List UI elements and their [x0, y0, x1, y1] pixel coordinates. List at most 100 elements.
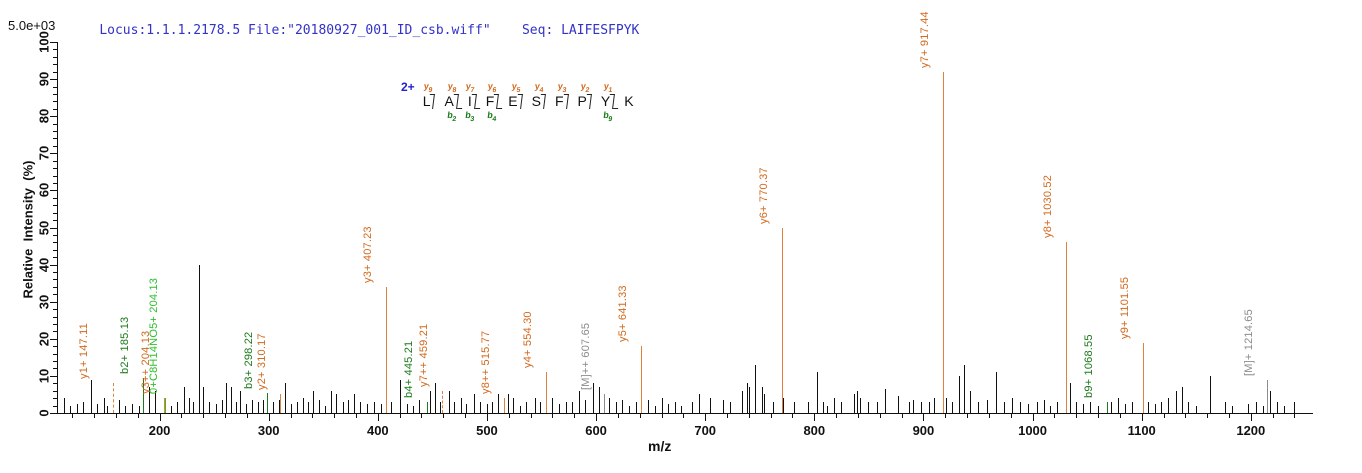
y-tick	[53, 249, 57, 251]
noise-peak	[198, 264, 200, 413]
noise-peak	[1270, 390, 1272, 413]
x-tick	[923, 414, 925, 421]
residue-letter: F	[554, 93, 564, 109]
ion-peak-label: y9+ 1101.55	[1119, 276, 1132, 339]
x-tick	[1228, 414, 1230, 418]
x-tick-label: 1000	[1018, 423, 1048, 438]
y-tick	[53, 405, 57, 407]
noise-peak	[273, 401, 275, 413]
y-tick-label: 30	[36, 294, 52, 309]
x-tick	[377, 414, 379, 421]
noise-peak	[480, 401, 482, 413]
ion-peak-label: b2+ 185.13	[119, 316, 132, 374]
ion-peak-line	[164, 398, 166, 413]
residue-letter: P	[577, 93, 587, 109]
noise-peak	[585, 400, 587, 413]
ion-peak-label: b3+ 298.22	[242, 331, 255, 389]
ion-peak-label: b4+ 445.21	[403, 340, 416, 398]
y-tick	[50, 413, 57, 414]
y-tick-label: 50	[36, 220, 52, 235]
ion-peak-line	[1266, 379, 1268, 413]
y-tick	[53, 398, 57, 400]
noise-peak	[189, 398, 190, 413]
y-ion-label: y2	[580, 80, 590, 94]
b-arm	[474, 107, 480, 109]
cleavage-mark: y1 b9	[603, 81, 623, 123]
noise-peak	[1082, 403, 1084, 413]
noise-peak	[742, 390, 744, 413]
x-tick-label: 900	[912, 423, 935, 438]
x-tick	[486, 414, 488, 421]
y-tick	[50, 42, 57, 43]
ion-peak-label: y1+ 147.11	[77, 323, 90, 380]
y-tick	[53, 353, 57, 355]
noise-peak	[1148, 401, 1150, 413]
noise-peak	[834, 398, 835, 413]
noise-peak	[434, 383, 436, 413]
x-tick	[399, 414, 401, 418]
cleavage-mark: y6 b4	[487, 81, 507, 123]
x-tick	[72, 414, 74, 418]
y-tick	[53, 197, 57, 199]
x-tick-label: 600	[585, 423, 607, 438]
ion-peak-label: y6+ 770.37	[758, 166, 770, 224]
x-tick	[705, 414, 707, 421]
residue-letter: I	[467, 93, 472, 109]
noise-peak	[138, 405, 140, 413]
x-tick	[945, 414, 947, 418]
noise-peak	[622, 400, 624, 413]
x-tick-label: 1200	[1236, 423, 1266, 438]
ion-peak-line	[385, 286, 387, 413]
ion-peak-line	[1107, 401, 1109, 413]
noise-peak	[1043, 400, 1045, 413]
ion-peak-line	[442, 390, 444, 413]
noise-peak	[257, 401, 259, 413]
noise-peak	[348, 400, 350, 413]
y-tick	[53, 361, 57, 363]
x-tick	[1163, 414, 1165, 418]
y-tick	[53, 71, 57, 73]
noise-peak	[1069, 383, 1071, 413]
y-tick	[50, 116, 57, 118]
x-tick-label: 700	[694, 423, 717, 438]
y-tick	[53, 309, 57, 311]
noise-peak	[1167, 398, 1169, 413]
y-tick-label: 10	[36, 368, 52, 384]
noise-peak	[755, 364, 757, 413]
noise-peak	[928, 401, 930, 413]
noise-peak	[959, 375, 961, 413]
y-tick	[53, 234, 57, 236]
y-ion-label: y1	[603, 80, 613, 94]
y-tick	[53, 331, 57, 333]
noise-peak	[1247, 403, 1249, 413]
x-tick	[857, 414, 859, 418]
y-ion-label: y4	[534, 80, 544, 94]
noise-peak	[1210, 375, 1212, 413]
noise-peak	[318, 400, 320, 413]
noise-peak	[951, 401, 953, 413]
noise-peak	[909, 401, 911, 413]
noise-peak	[492, 401, 494, 413]
noise-peak	[240, 390, 242, 413]
x-tick	[639, 414, 641, 418]
y-tick	[53, 286, 57, 288]
y-tick	[53, 49, 57, 51]
x-tick	[268, 414, 270, 421]
noise-peak	[748, 387, 750, 413]
ion-peak-label: y3+ 407.23	[361, 226, 374, 283]
x-tick	[1032, 414, 1034, 421]
y-tick-label: 70	[36, 146, 52, 161]
noise-peak	[1011, 398, 1013, 413]
noise-peak	[460, 398, 462, 413]
noise-peak	[963, 364, 965, 413]
y-tick	[53, 64, 57, 66]
y-ion-label: y5	[510, 80, 521, 94]
noise-peak	[535, 398, 536, 413]
noise-peak	[885, 388, 887, 413]
noise-peak	[419, 400, 421, 413]
ion-peak-line	[942, 71, 944, 413]
noise-peak	[628, 405, 630, 413]
noise-peak	[578, 390, 580, 413]
noise-peak	[1098, 405, 1099, 413]
